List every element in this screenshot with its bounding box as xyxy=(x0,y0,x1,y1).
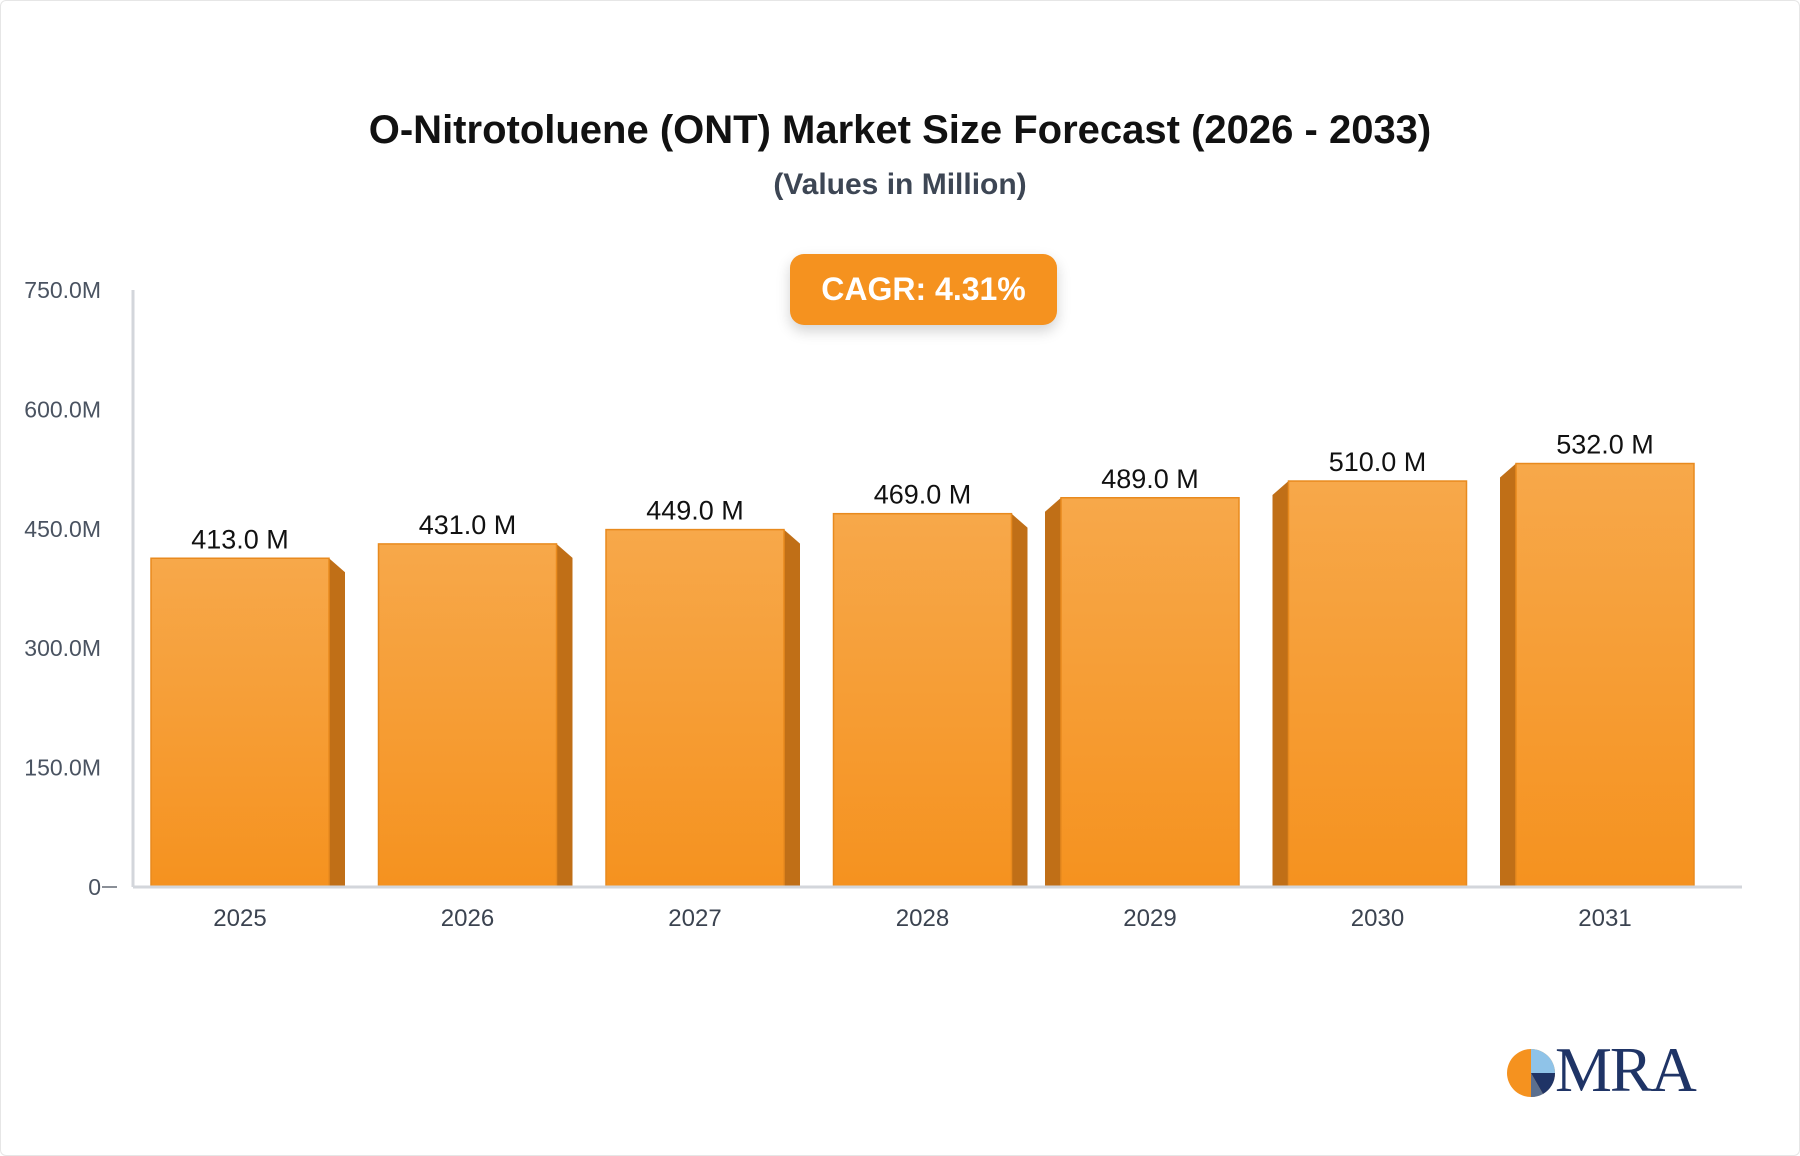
bar-side xyxy=(1045,497,1061,887)
y-tick-label: 300.0M xyxy=(24,635,101,661)
bar-face xyxy=(1060,497,1240,888)
data-label: 532.0 M xyxy=(1556,430,1654,460)
bar-2028: 469.0 M xyxy=(832,480,1028,888)
data-label: 469.0 M xyxy=(874,480,972,510)
mra-logo: MRA xyxy=(1506,1034,1697,1105)
bar-face xyxy=(832,512,1013,888)
bar-side xyxy=(556,543,573,887)
y-axis: 0 150.0M 300.0M 450.0M 600.0M 750.0M xyxy=(24,277,135,900)
bar-side xyxy=(1011,513,1028,887)
data-label: 510.0 M xyxy=(1329,447,1427,477)
y-tick-label: 600.0M xyxy=(24,396,101,422)
bar-2031: 532.0 M xyxy=(1500,430,1695,888)
bar-side xyxy=(329,558,345,887)
bar-2027: 449.0 M xyxy=(605,496,800,888)
data-label: 431.0 M xyxy=(419,510,517,540)
bar-2030: 510.0 M xyxy=(1272,447,1468,888)
data-label: 413.0 M xyxy=(191,524,289,554)
chart-subtitle: (Values in Million) xyxy=(773,168,1027,201)
x-tick-label: 2030 xyxy=(1351,905,1404,932)
x-tick-label: 2026 xyxy=(441,905,494,932)
x-tick-label: 2029 xyxy=(1123,905,1176,932)
bar-2026: 431.0 M xyxy=(377,510,573,888)
x-tick-label: 2025 xyxy=(213,905,266,932)
y-tick-label: 0 xyxy=(88,874,101,900)
bars: 413.0 M 431.0 M 449.0 M 469.0 M 489.0 M 510.0… xyxy=(150,430,1695,888)
y-tick-label: 450.0M xyxy=(24,516,101,542)
data-label: 489.0 M xyxy=(1101,464,1199,494)
bar-face xyxy=(1515,462,1695,888)
bar-face xyxy=(150,557,330,888)
data-label: 449.0 M xyxy=(646,496,744,526)
bar-2029: 489.0 M xyxy=(1045,464,1240,888)
x-tick-label: 2031 xyxy=(1578,905,1631,932)
chart-title: O-Nitrotoluene (ONT) Market Size Forecas… xyxy=(368,108,1432,152)
x-tick-label: 2028 xyxy=(896,905,949,932)
y-tick-label: 150.0M xyxy=(24,755,101,781)
logo-text: MRA xyxy=(1555,1034,1697,1105)
bar-face xyxy=(377,543,558,888)
bar-2025: 413.0 M xyxy=(150,524,345,888)
logo-pie-icon xyxy=(1507,1049,1556,1098)
bar-side xyxy=(1272,481,1289,887)
x-tick-label: 2027 xyxy=(668,905,721,932)
bar-side xyxy=(1500,463,1516,887)
x-axis: 2025 2026 2027 2028 2029 2030 2031 xyxy=(133,885,1742,932)
bar-face xyxy=(605,528,785,888)
bar-face xyxy=(1287,480,1468,888)
cagr-badge: CAGR: 4.31% xyxy=(790,254,1057,325)
bar-side xyxy=(784,529,800,887)
y-tick-label: 750.0M xyxy=(24,277,101,303)
